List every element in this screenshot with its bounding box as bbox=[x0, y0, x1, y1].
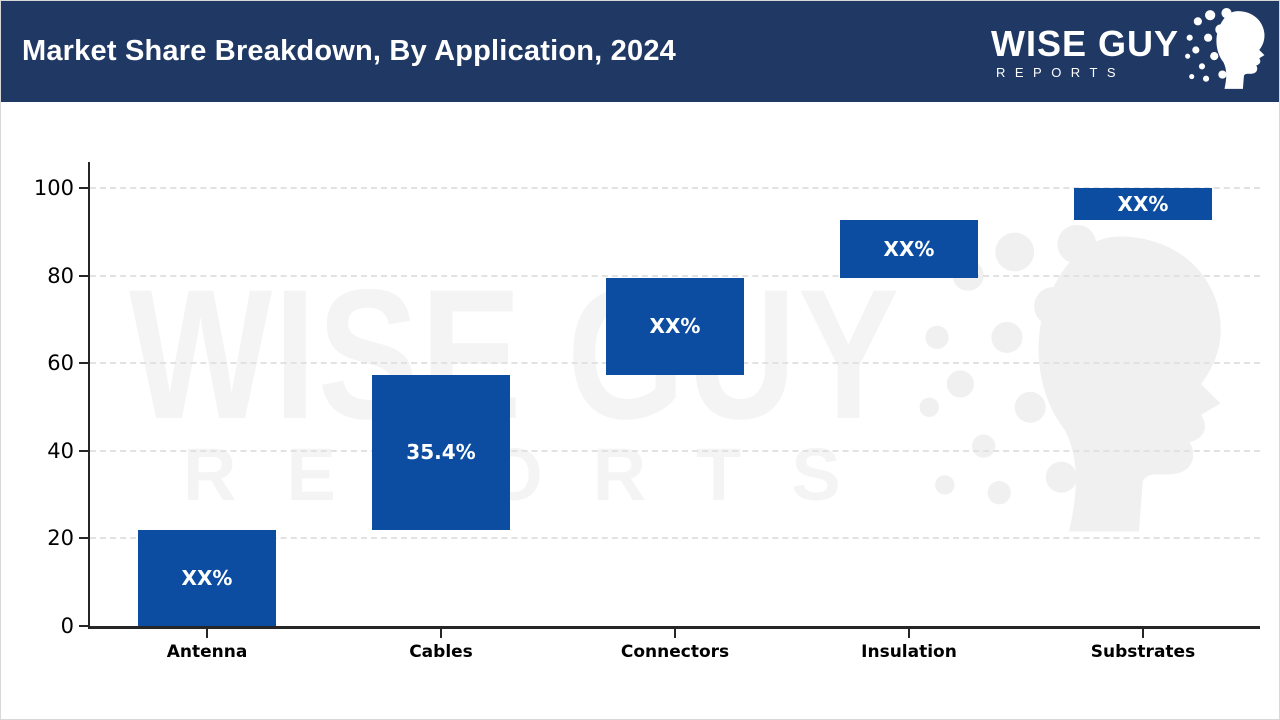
x-tick-label: Substrates bbox=[1090, 642, 1196, 662]
x-axis-line bbox=[88, 626, 1260, 629]
y-tick-mark bbox=[79, 449, 88, 452]
y-axis-line bbox=[88, 162, 90, 629]
gridline bbox=[90, 274, 1260, 277]
x-tick-label: Connectors bbox=[620, 642, 730, 662]
y-tick-mark bbox=[79, 187, 88, 189]
watermark-wordmark: WISE GUY bbox=[129, 252, 901, 458]
y-tick-label: 0 bbox=[60, 614, 74, 638]
bar bbox=[372, 374, 510, 530]
wiseguy-logo: WISE GUY REPORTS bbox=[991, 7, 1269, 98]
bar bbox=[840, 220, 978, 279]
bar-value-label: XX% bbox=[883, 237, 935, 262]
bar bbox=[1074, 188, 1212, 221]
bar-value-label: XX% bbox=[649, 314, 701, 339]
logo-text: WISE GUY REPORTS bbox=[990, 23, 1179, 80]
logo-wordmark: WISE GUY bbox=[990, 23, 1179, 64]
bar bbox=[606, 278, 744, 375]
x-tick-mark bbox=[908, 629, 910, 638]
watermark-face-icon bbox=[906, 193, 1236, 580]
y-tick-label: 80 bbox=[47, 263, 74, 288]
chart-canvas: 0 20 40 60 80 100 XX% Antenna 35.4% Cables XX% Conn… bbox=[1, 102, 1279, 719]
header-bar: Market Share Breakdown, By Application, … bbox=[1, 1, 1279, 102]
gridline bbox=[90, 449, 1260, 452]
y-tick-label: 20 bbox=[47, 526, 74, 551]
x-tick-mark bbox=[674, 629, 676, 638]
x-tick-label: Insulation bbox=[861, 642, 957, 662]
y-tick-mark bbox=[79, 537, 88, 540]
bar-value-label: 35.4% bbox=[406, 440, 476, 465]
x-tick-mark bbox=[206, 629, 208, 638]
bar-value-label: XX% bbox=[1117, 192, 1169, 217]
x-tick-mark bbox=[1142, 629, 1144, 638]
y-tick-mark bbox=[79, 362, 88, 365]
gridline bbox=[90, 537, 1260, 540]
page-title: Market Share Breakdown, By Application, … bbox=[22, 35, 676, 67]
x-tick-mark bbox=[440, 629, 442, 638]
y-tick-label: 100 bbox=[33, 176, 74, 200]
wiseguy-face-icon bbox=[1181, 7, 1269, 98]
gridline bbox=[90, 187, 1260, 189]
logo-subtext: REPORTS bbox=[995, 65, 1126, 80]
x-tick-label: Cables bbox=[409, 642, 473, 662]
y-tick-label: 40 bbox=[47, 438, 74, 463]
y-tick-mark bbox=[79, 274, 88, 277]
bar-value-label: XX% bbox=[181, 565, 233, 590]
x-tick-label: Antenna bbox=[166, 642, 248, 662]
y-tick-label: 60 bbox=[47, 351, 74, 376]
bar bbox=[138, 529, 276, 626]
y-tick-mark bbox=[79, 625, 88, 627]
